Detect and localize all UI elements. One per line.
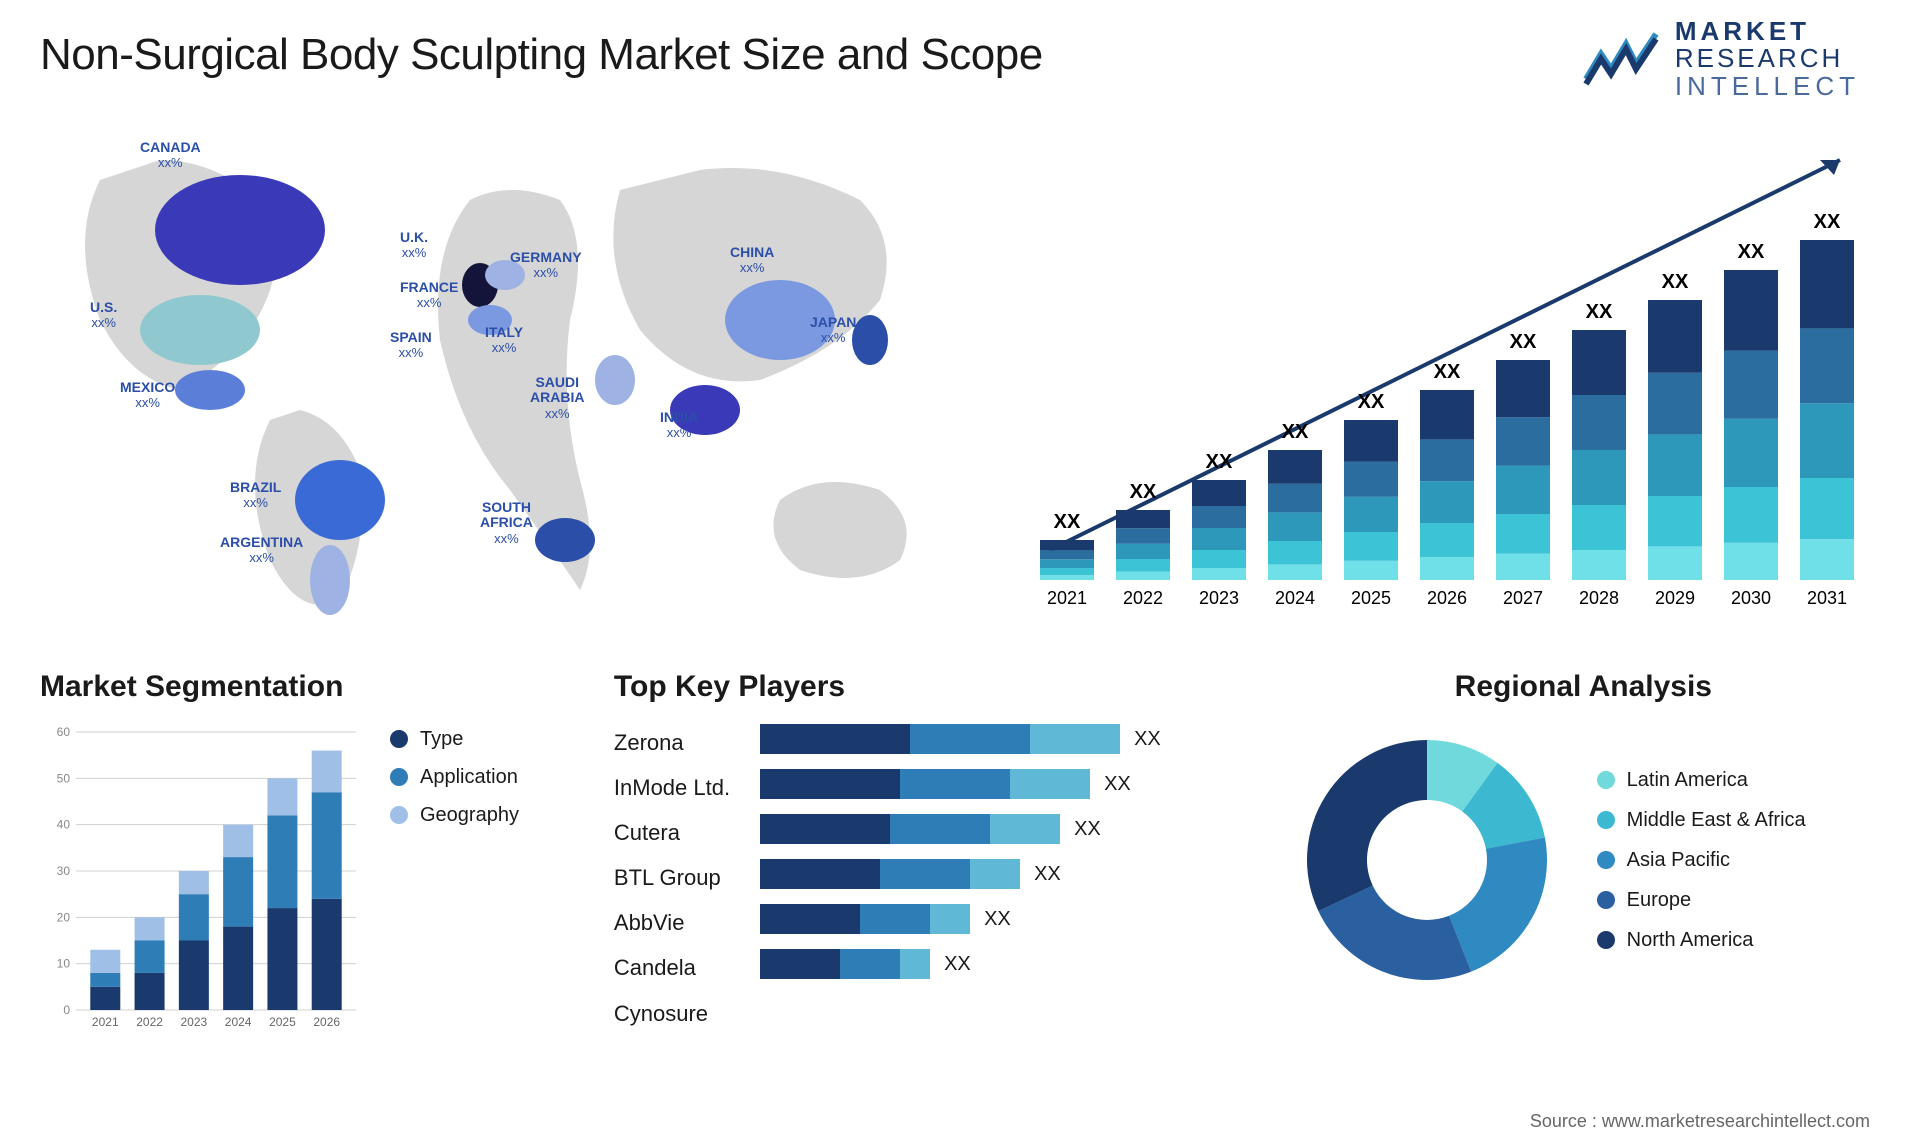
map-label-italy: ITALYxx% — [485, 325, 523, 356]
svg-text:60: 60 — [57, 725, 71, 739]
map-label-saudiarabia: SAUDIARABIAxx% — [530, 375, 584, 421]
svg-text:XX: XX — [1814, 211, 1841, 233]
svg-text:XX: XX — [1206, 451, 1233, 473]
svg-text:2029: 2029 — [1655, 588, 1695, 608]
map-label-mexico: MEXICOxx% — [120, 380, 175, 411]
svg-text:50: 50 — [57, 771, 71, 785]
svg-text:2026: 2026 — [1427, 588, 1467, 608]
svg-text:XX: XX — [1510, 331, 1537, 353]
svg-text:2023: 2023 — [1199, 588, 1239, 608]
svg-text:2026: 2026 — [313, 1015, 340, 1029]
svg-text:XX: XX — [1434, 361, 1461, 383]
kp-name: InMode Ltd. — [614, 765, 730, 810]
kp-bar-row: XX — [760, 814, 1257, 844]
kp-name: Zerona — [614, 720, 730, 765]
map-label-canada: CANADAxx% — [140, 140, 201, 171]
svg-text:2023: 2023 — [181, 1015, 208, 1029]
svg-text:20: 20 — [57, 910, 71, 924]
svg-text:10: 10 — [57, 957, 71, 971]
kp-bar-row: XX — [760, 904, 1257, 934]
svg-text:XX: XX — [1282, 421, 1309, 443]
key-players-names: ZeronaInMode Ltd.CuteraBTL GroupAbbVieCa… — [614, 720, 730, 1036]
map-label-us: U.S.xx% — [90, 300, 117, 331]
reg-legend-europe: Europe — [1597, 880, 1806, 920]
segmentation-chart: 0 10 20 30 40 50 60 2021 2022 2023 2024 2025 2026 — [40, 720, 360, 1040]
map-label-argentina: ARGENTINAxx% — [220, 535, 303, 566]
map-label-spain: SPAINxx% — [390, 330, 432, 361]
svg-text:0: 0 — [63, 1003, 70, 1017]
logo-line3: INTELLECT — [1675, 73, 1860, 100]
brand-mark-icon — [1581, 29, 1661, 89]
svg-text:2028: 2028 — [1579, 588, 1619, 608]
svg-text:30: 30 — [57, 864, 71, 878]
source-label: Source : www.marketresearchintellect.com — [1530, 1111, 1870, 1132]
svg-text:2031: 2031 — [1807, 588, 1847, 608]
kp-bar-row: XX — [760, 724, 1257, 754]
svg-text:40: 40 — [57, 818, 71, 832]
svg-text:2030: 2030 — [1731, 588, 1771, 608]
logo-line2: RESEARCH — [1675, 45, 1860, 72]
svg-text:2022: 2022 — [1123, 588, 1163, 608]
svg-text:XX: XX — [1662, 271, 1689, 293]
kp-name: Cynosure — [614, 991, 730, 1036]
map-label-uk: U.K.xx% — [400, 230, 428, 261]
kp-bar-row: XX — [760, 769, 1257, 799]
brand-logo: MARKET RESEARCH INTELLECT — [1581, 18, 1860, 100]
svg-text:XX: XX — [1054, 511, 1081, 533]
svg-text:2025: 2025 — [1351, 588, 1391, 608]
map-label-india: INDIAxx% — [660, 410, 698, 441]
reg-legend-north-america: North America — [1597, 920, 1806, 960]
kp-name: Candela — [614, 945, 730, 990]
kp-name: BTL Group — [614, 855, 730, 900]
growth-chart: XX 2021 XX 2022 XX 2023 XX 2024 XX 2025 XX 2026 XX 20… — [1020, 120, 1880, 640]
svg-text:2024: 2024 — [225, 1015, 252, 1029]
seg-legend-geography: Geography — [390, 796, 519, 834]
map-label-brazil: BRAZILxx% — [230, 480, 281, 511]
svg-text:2021: 2021 — [1047, 588, 1087, 608]
svg-text:XX: XX — [1738, 241, 1765, 263]
key-players-bars: XX XX XX XX XX XX — [760, 720, 1257, 1036]
svg-text:2027: 2027 — [1503, 588, 1543, 608]
world-map: CANADAxx% U.S.xx% MEXICOxx% BRAZILxx% ARGENT… — [40, 120, 980, 640]
svg-text:XX: XX — [1130, 481, 1157, 503]
map-label-southafrica: SOUTHAFRICAxx% — [480, 500, 533, 546]
map-label-france: FRANCExx% — [400, 280, 458, 311]
seg-title: Market Segmentation — [40, 670, 584, 704]
svg-text:2022: 2022 — [136, 1015, 163, 1029]
seg-legend-application: Application — [390, 758, 519, 796]
svg-text:2025: 2025 — [269, 1015, 296, 1029]
map-label-china: CHINAxx% — [730, 245, 774, 276]
reg-title: Regional Analysis — [1287, 670, 1880, 704]
map-label-germany: GERMANYxx% — [510, 250, 582, 281]
logo-line1: MARKET — [1675, 18, 1860, 45]
regional-donut — [1287, 720, 1567, 1000]
kp-name: AbbVie — [614, 900, 730, 945]
svg-text:XX: XX — [1586, 301, 1613, 323]
reg-legend-middle-east---africa: Middle East & Africa — [1597, 800, 1806, 840]
svg-text:2021: 2021 — [92, 1015, 119, 1029]
regional-legend: Latin AmericaMiddle East & AfricaAsia Pa… — [1597, 760, 1806, 960]
seg-legend-type: Type — [390, 720, 519, 758]
map-label-japan: JAPANxx% — [810, 315, 856, 346]
kp-title: Top Key Players — [614, 670, 1257, 704]
reg-legend-asia-pacific: Asia Pacific — [1597, 840, 1806, 880]
svg-text:XX: XX — [1358, 391, 1385, 413]
kp-name: Cutera — [614, 810, 730, 855]
segmentation-legend: TypeApplicationGeography — [390, 720, 519, 834]
kp-bar-row: XX — [760, 859, 1257, 889]
svg-text:2024: 2024 — [1275, 588, 1315, 608]
reg-legend-latin-america: Latin America — [1597, 760, 1806, 800]
kp-bar-row: XX — [760, 949, 1257, 979]
